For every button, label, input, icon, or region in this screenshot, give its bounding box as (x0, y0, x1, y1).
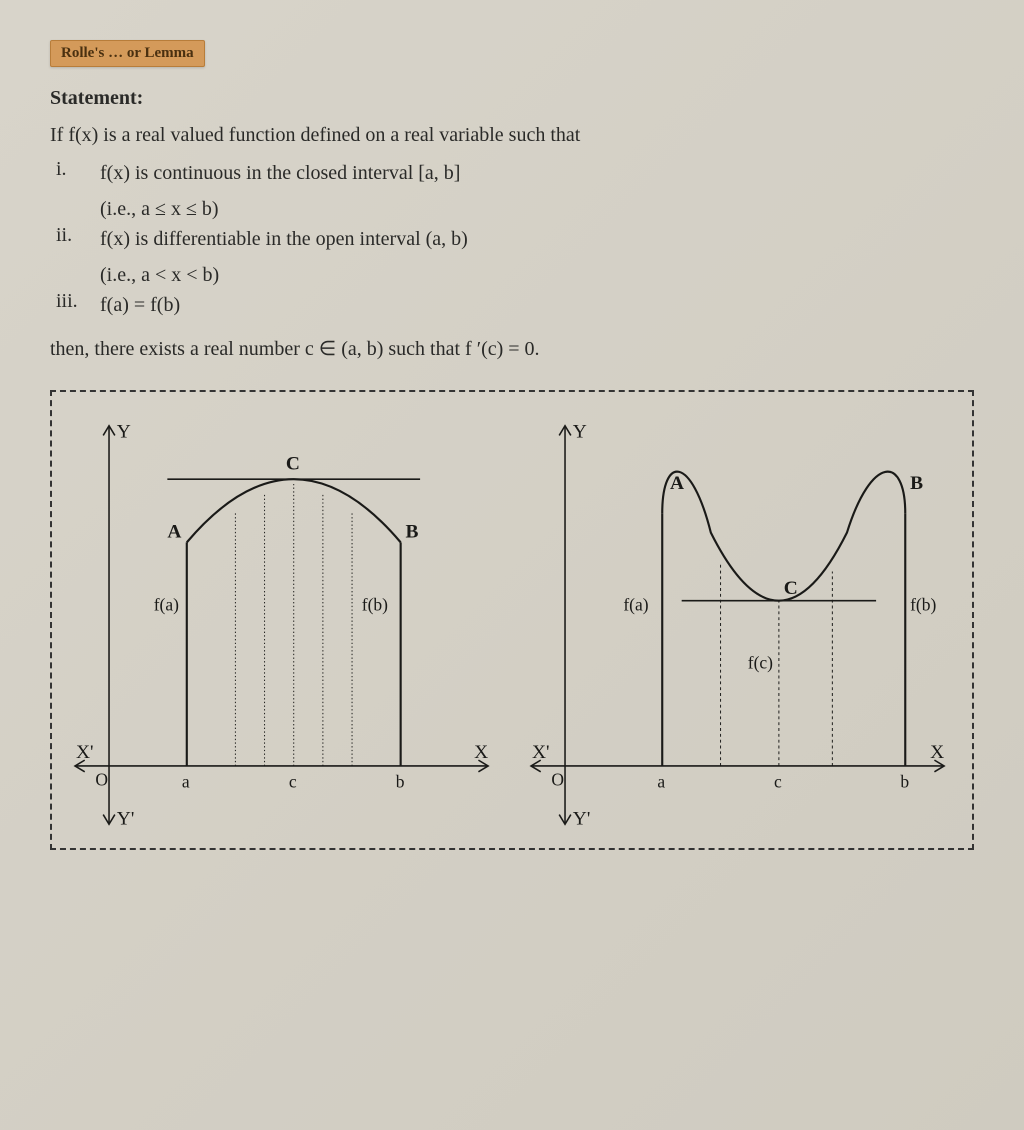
tick-label-a: a (182, 771, 190, 791)
point-label-A: A (670, 473, 684, 494)
axis-label-Xp: X' (532, 742, 550, 763)
axis-label-Y: Y (117, 421, 131, 442)
axis-label-Xp: X' (76, 742, 94, 763)
list-item: ii. f(x) is differentiable in the open i… (50, 224, 974, 254)
tick-label-c: c (289, 771, 297, 791)
page: Rolle's … or Lemma Statement: If f(x) is… (0, 0, 1024, 1130)
tick-label-a: a (657, 771, 665, 791)
point-label-B: B (910, 473, 923, 494)
figure-panel-left: X X' Y Y' O A B (66, 416, 502, 834)
diagram-right: X X' Y Y' O A B C f(a) (522, 416, 958, 834)
axis-label-Yp: Y' (573, 808, 591, 829)
section-header: Rolle's … or Lemma (50, 40, 205, 67)
roman-numeral: i. (50, 158, 100, 181)
roman-numeral: ii. (50, 224, 100, 247)
section-header-text: Rolle's … or Lemma (61, 45, 194, 61)
axis-label-X: X (474, 742, 488, 763)
origin-label: O (551, 769, 564, 789)
statement-intro: If f(x) is a real valued function define… (50, 120, 974, 150)
condition-list: i. f(x) is continuous in the closed inte… (50, 158, 974, 320)
vert-label-fa: f(a) (623, 594, 648, 614)
diagram-left: X X' Y Y' O A B (66, 416, 502, 834)
point-label-C: C (784, 578, 798, 599)
condition-sub: (i.e., a < x < b) (100, 260, 974, 290)
tick-label-c: c (774, 771, 782, 791)
tick-label-b: b (396, 771, 405, 791)
axis-label-Y: Y (573, 421, 587, 442)
vert-label-fc: f(c) (748, 653, 773, 673)
vert-label-fb: f(b) (362, 594, 388, 614)
statement-label: Statement: (50, 87, 974, 110)
condition-text: f(a) = f(b) (100, 290, 974, 320)
roman-numeral: iii. (50, 290, 100, 313)
axis-label-X: X (930, 742, 944, 763)
point-label-B: B (406, 522, 419, 543)
tick-label-b: b (900, 771, 909, 791)
figure-box: X X' Y Y' O A B (50, 390, 974, 850)
point-label-C: C (286, 453, 300, 474)
condition-text: f(x) is differentiable in the open inter… (100, 224, 974, 254)
origin-label: O (95, 769, 108, 789)
statement-conclusion: then, there exists a real number c ∈ (a,… (50, 334, 974, 364)
point-label-A: A (167, 522, 181, 543)
vert-label-fa: f(a) (154, 594, 179, 614)
list-item: iii. f(a) = f(b) (50, 290, 974, 320)
figure-panel-right: X X' Y Y' O A B C f(a) (522, 416, 958, 834)
vert-label-fb: f(b) (910, 594, 936, 614)
condition-text: f(x) is continuous in the closed interva… (100, 158, 974, 188)
axis-label-Yp: Y' (117, 808, 135, 829)
list-item: i. f(x) is continuous in the closed inte… (50, 158, 974, 188)
condition-sub: (i.e., a ≤ x ≤ b) (100, 194, 974, 224)
